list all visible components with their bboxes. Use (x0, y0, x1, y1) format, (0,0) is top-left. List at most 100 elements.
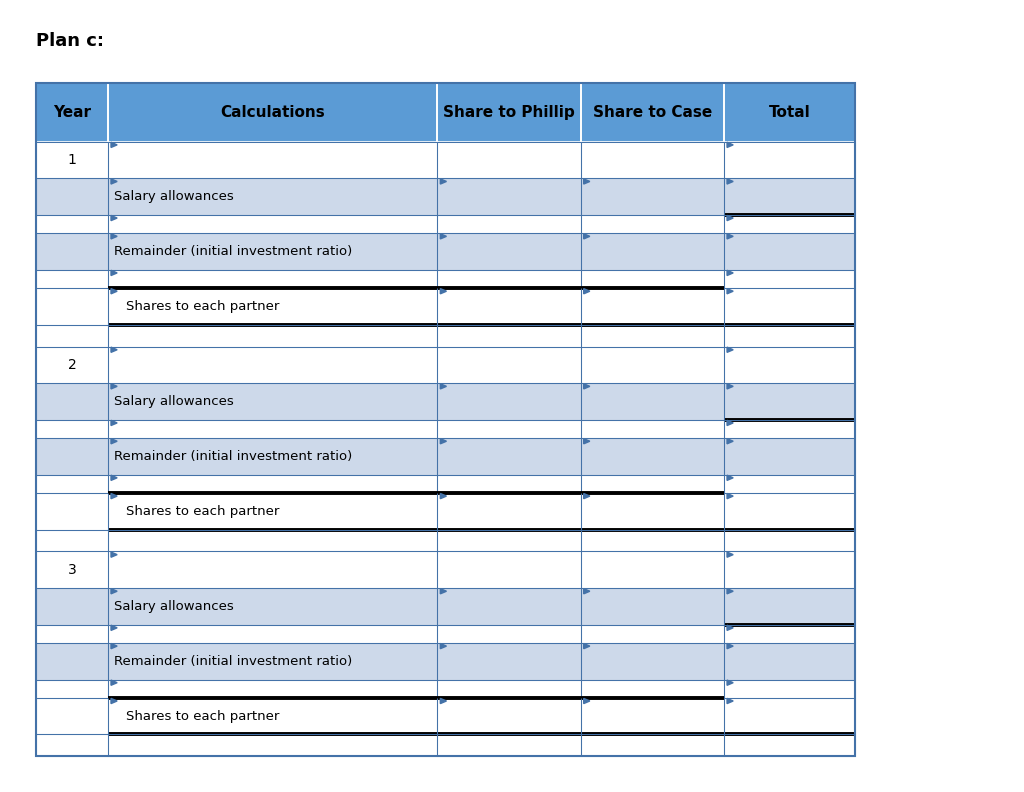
Polygon shape (727, 288, 733, 294)
Bar (724, 493, 855, 530)
Polygon shape (727, 439, 733, 444)
Bar (581, 83, 724, 142)
Bar (108, 493, 437, 530)
Text: 2: 2 (68, 358, 76, 372)
Polygon shape (727, 215, 733, 221)
Bar (724, 734, 855, 756)
Bar (724, 438, 855, 474)
Bar (581, 625, 724, 643)
Bar (108, 643, 437, 680)
Polygon shape (111, 680, 117, 685)
Polygon shape (440, 439, 446, 444)
Bar (108, 734, 437, 756)
Bar (437, 83, 581, 142)
Bar (437, 288, 581, 325)
Text: Salary allowances: Salary allowances (114, 190, 233, 203)
Bar (36, 178, 108, 215)
Polygon shape (727, 625, 733, 630)
Bar (437, 625, 581, 643)
Polygon shape (584, 179, 590, 184)
Polygon shape (727, 347, 733, 352)
Bar (36, 588, 108, 625)
Polygon shape (440, 643, 446, 649)
Text: 1: 1 (68, 153, 77, 167)
Polygon shape (727, 234, 733, 239)
Polygon shape (111, 288, 117, 294)
Bar (724, 420, 855, 438)
Polygon shape (727, 552, 733, 558)
Bar (724, 551, 855, 588)
Bar (437, 551, 581, 588)
Bar (437, 493, 581, 530)
Bar (581, 643, 724, 680)
Bar (581, 734, 724, 756)
Polygon shape (584, 493, 590, 499)
Polygon shape (727, 143, 733, 147)
Bar (724, 347, 855, 383)
Bar (36, 233, 108, 270)
Bar (724, 680, 855, 698)
Bar (437, 270, 581, 288)
Bar (108, 233, 437, 270)
Text: Remainder (initial investment ratio): Remainder (initial investment ratio) (114, 245, 352, 258)
Bar (581, 142, 724, 178)
Bar (437, 588, 581, 625)
Bar (36, 493, 108, 530)
Bar (437, 383, 581, 420)
Bar (581, 325, 724, 347)
Polygon shape (111, 625, 117, 630)
Bar (36, 551, 108, 588)
Bar (437, 643, 581, 680)
Bar (36, 680, 108, 698)
Bar (36, 347, 108, 383)
Bar (437, 530, 581, 551)
Bar (581, 270, 724, 288)
Bar (437, 698, 581, 734)
Bar (581, 438, 724, 474)
Bar (36, 83, 108, 142)
Text: Remainder (initial investment ratio): Remainder (initial investment ratio) (114, 450, 352, 463)
Bar (581, 474, 724, 493)
Bar (724, 643, 855, 680)
Text: Shares to each partner: Shares to each partner (126, 505, 280, 518)
Bar (724, 270, 855, 288)
Bar (437, 215, 581, 233)
Polygon shape (727, 384, 733, 389)
Polygon shape (727, 680, 733, 685)
Bar (108, 438, 437, 474)
Polygon shape (584, 234, 590, 239)
Polygon shape (727, 699, 733, 703)
Text: Total: Total (769, 105, 810, 120)
Bar (581, 347, 724, 383)
Bar (108, 680, 437, 698)
Polygon shape (440, 384, 446, 389)
Polygon shape (111, 475, 117, 481)
Polygon shape (111, 270, 117, 276)
Polygon shape (111, 552, 117, 558)
Bar (724, 83, 855, 142)
Polygon shape (440, 179, 446, 184)
Bar (437, 734, 581, 756)
Bar (437, 325, 581, 347)
Bar (36, 83, 855, 756)
Bar (36, 420, 108, 438)
Bar (437, 142, 581, 178)
Polygon shape (440, 699, 446, 703)
Bar (108, 215, 437, 233)
Bar (108, 698, 437, 734)
Polygon shape (111, 215, 117, 221)
Bar (437, 438, 581, 474)
Bar (724, 530, 855, 551)
Bar (36, 383, 108, 420)
Bar (581, 420, 724, 438)
Bar (36, 215, 108, 233)
Bar (581, 588, 724, 625)
Bar (581, 493, 724, 530)
Polygon shape (584, 699, 590, 703)
Text: Plan c:: Plan c: (36, 32, 103, 50)
Polygon shape (440, 493, 446, 499)
Bar (108, 420, 437, 438)
Bar (437, 178, 581, 215)
Bar (581, 551, 724, 588)
Polygon shape (111, 347, 117, 352)
